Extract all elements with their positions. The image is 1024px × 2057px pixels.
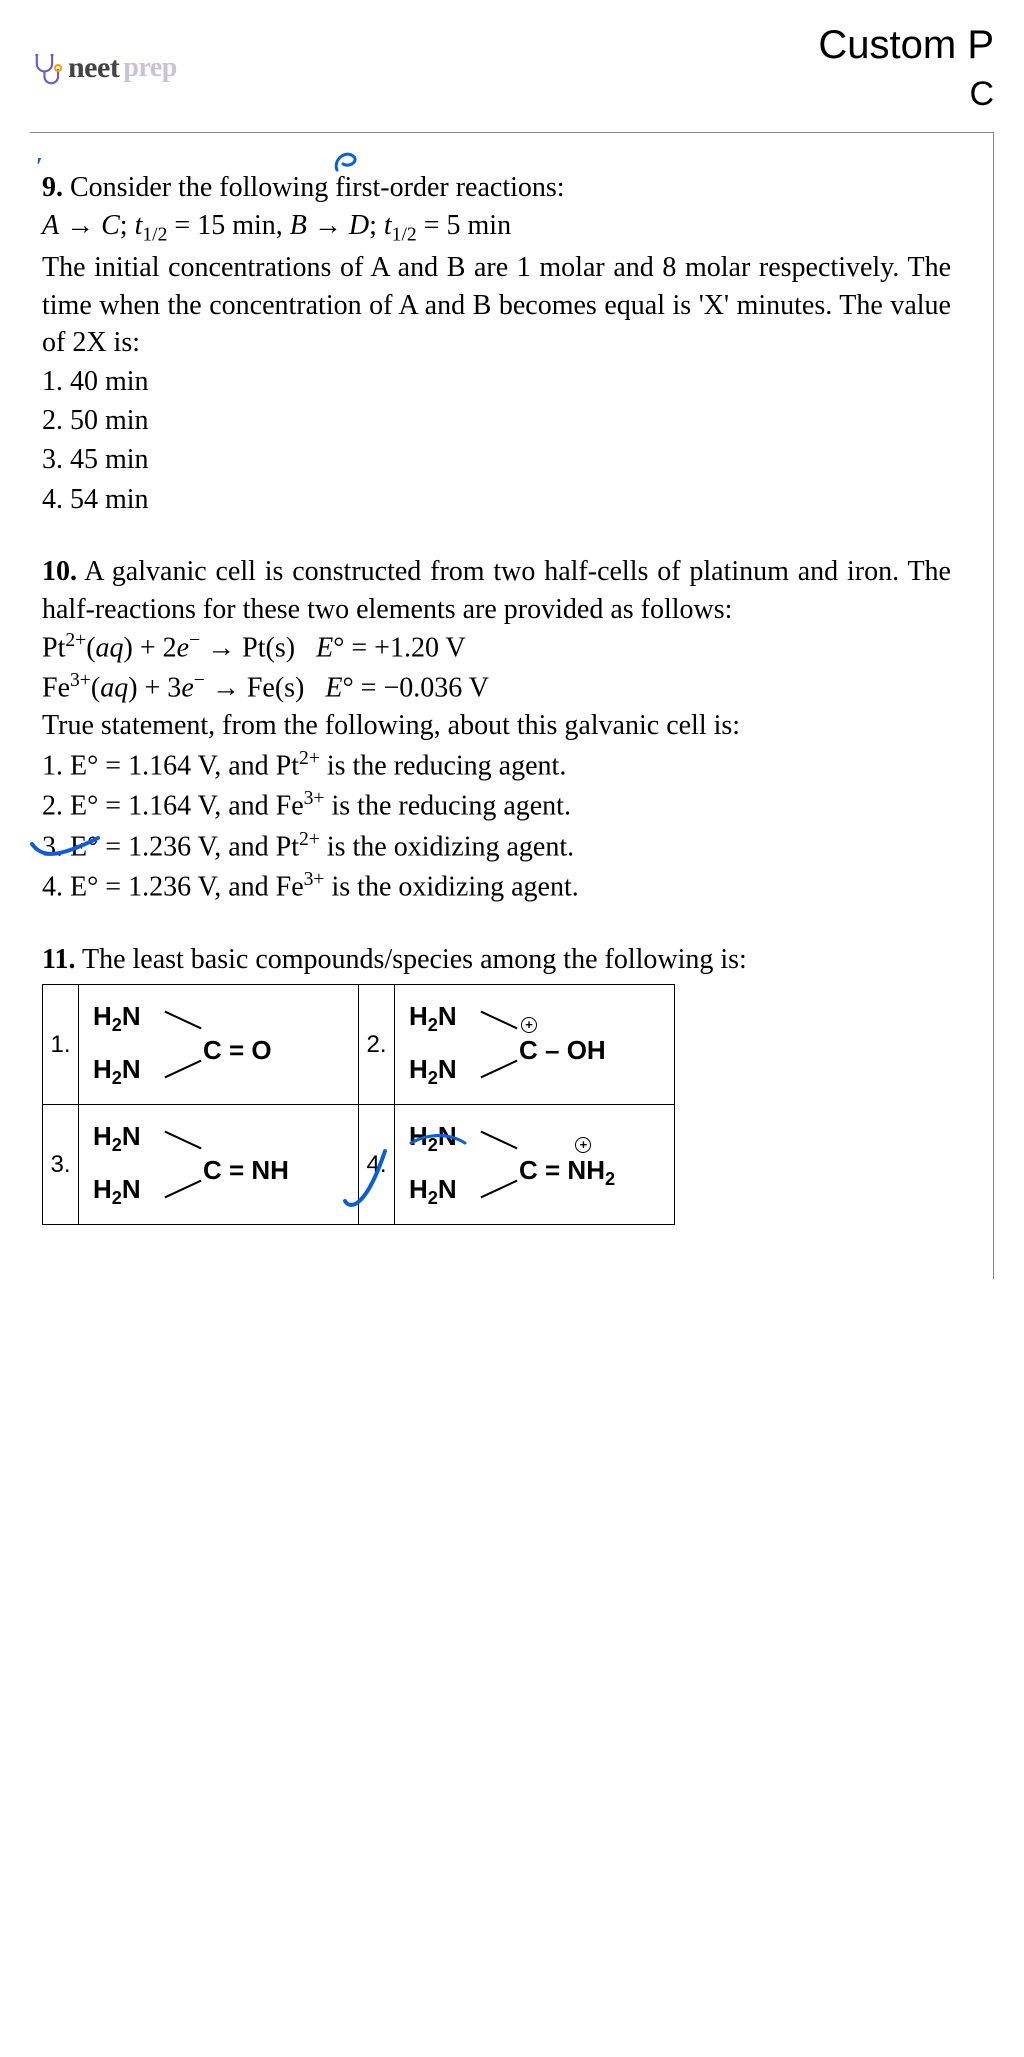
q10-option-3: 3. E° = 1.236 V, and Pt2+ is the oxidizi… — [42, 826, 951, 867]
q9-option-3: 3. 45 min — [42, 440, 951, 479]
page-header: neetprep Custom P C — [0, 0, 1024, 128]
q9-lead-text: Consider the following first-order react… — [70, 172, 565, 203]
q10-option-4: 4. E° = 1.236 V, and Fe3+ is the oxidizi… — [42, 866, 951, 907]
header-subtitle: C — [818, 72, 994, 118]
q11-number: 11. — [42, 944, 75, 975]
q11-selection-mark — [341, 1145, 401, 1215]
q11-cell-2: H2N +C – OH H2N — [395, 985, 675, 1105]
q9-option-4: 4. 54 min — [42, 480, 951, 519]
q9-body: The initial concentrations of A and B ar… — [42, 249, 951, 362]
q11-cell-1: H2N C = O H2N — [79, 985, 359, 1105]
q10-lead-text: A galvanic cell is constructed from two … — [42, 556, 951, 625]
q10-body2: True statement, from the following, abou… — [42, 707, 951, 745]
q11-cell-4-num: 4. — [359, 1105, 395, 1225]
header-title: Custom P — [818, 18, 994, 72]
q11-table: 1. H2N C = O H2N 2. H2N +C – OH — [42, 984, 675, 1225]
q10-half2: Fe3+(aq) + 3e− → Fe(s) E° = −0.036 V — [42, 668, 951, 707]
q9-annotation-mark — [331, 148, 361, 174]
q9-equation: A → C; t1/2 = 15 min, B → D; t1/2 = 5 mi… — [42, 207, 951, 249]
q9-option-1: 1. 40 min — [42, 362, 951, 401]
header-right: Custom P C — [818, 18, 994, 118]
q10-half1: Pt2+(aq) + 2e− → Pt(s) E° = +1.20 V — [42, 628, 951, 667]
question-10: 10. A galvanic cell is constructed from … — [42, 553, 951, 907]
q10-selection-mark — [28, 832, 118, 862]
q11-cell-4: H2N C = +NH2 H2N — [395, 1105, 675, 1225]
q11-cell-3: H2N C = NH H2N — [79, 1105, 359, 1225]
q9-options: 1. 40 min 2. 50 min 3. 45 min 4. 54 min — [42, 362, 951, 519]
stethoscope-icon — [30, 51, 64, 85]
question-11: 11. The least basic compounds/species am… — [42, 941, 951, 1226]
q10-number: 10. — [42, 556, 77, 587]
q9-line1: ′ 9. Consider the following first-order … — [42, 169, 951, 207]
q10-options: 1. E° = 1.164 V, and Pt2+ is the reducin… — [42, 745, 951, 907]
q9-option-2: 2. 50 min — [42, 401, 951, 440]
q11-lead: 11. The least basic compounds/species am… — [42, 941, 951, 979]
content-area: ′ 9. Consider the following first-order … — [0, 133, 994, 1279]
q11-lead-text: The least basic compounds/species among … — [82, 944, 747, 975]
q9-number: 9. — [42, 172, 63, 203]
q10-option-1: 1. E° = 1.164 V, and Pt2+ is the reducin… — [42, 745, 951, 786]
logo-prep: prep — [123, 49, 177, 87]
q10-option-2: 2. E° = 1.164 V, and Fe3+ is the reducin… — [42, 785, 951, 826]
q11-strike-mark — [409, 1129, 469, 1149]
logo: neetprep — [30, 48, 177, 89]
q11-cell-1-num: 1. — [43, 985, 79, 1105]
q11-cell-3-num: 3. — [43, 1105, 79, 1225]
question-9: ′ 9. Consider the following first-order … — [42, 169, 951, 519]
q11-cell-2-num: 2. — [359, 985, 395, 1105]
q10-lead: 10. A galvanic cell is constructed from … — [42, 553, 951, 629]
logo-neet: neet — [68, 48, 119, 89]
